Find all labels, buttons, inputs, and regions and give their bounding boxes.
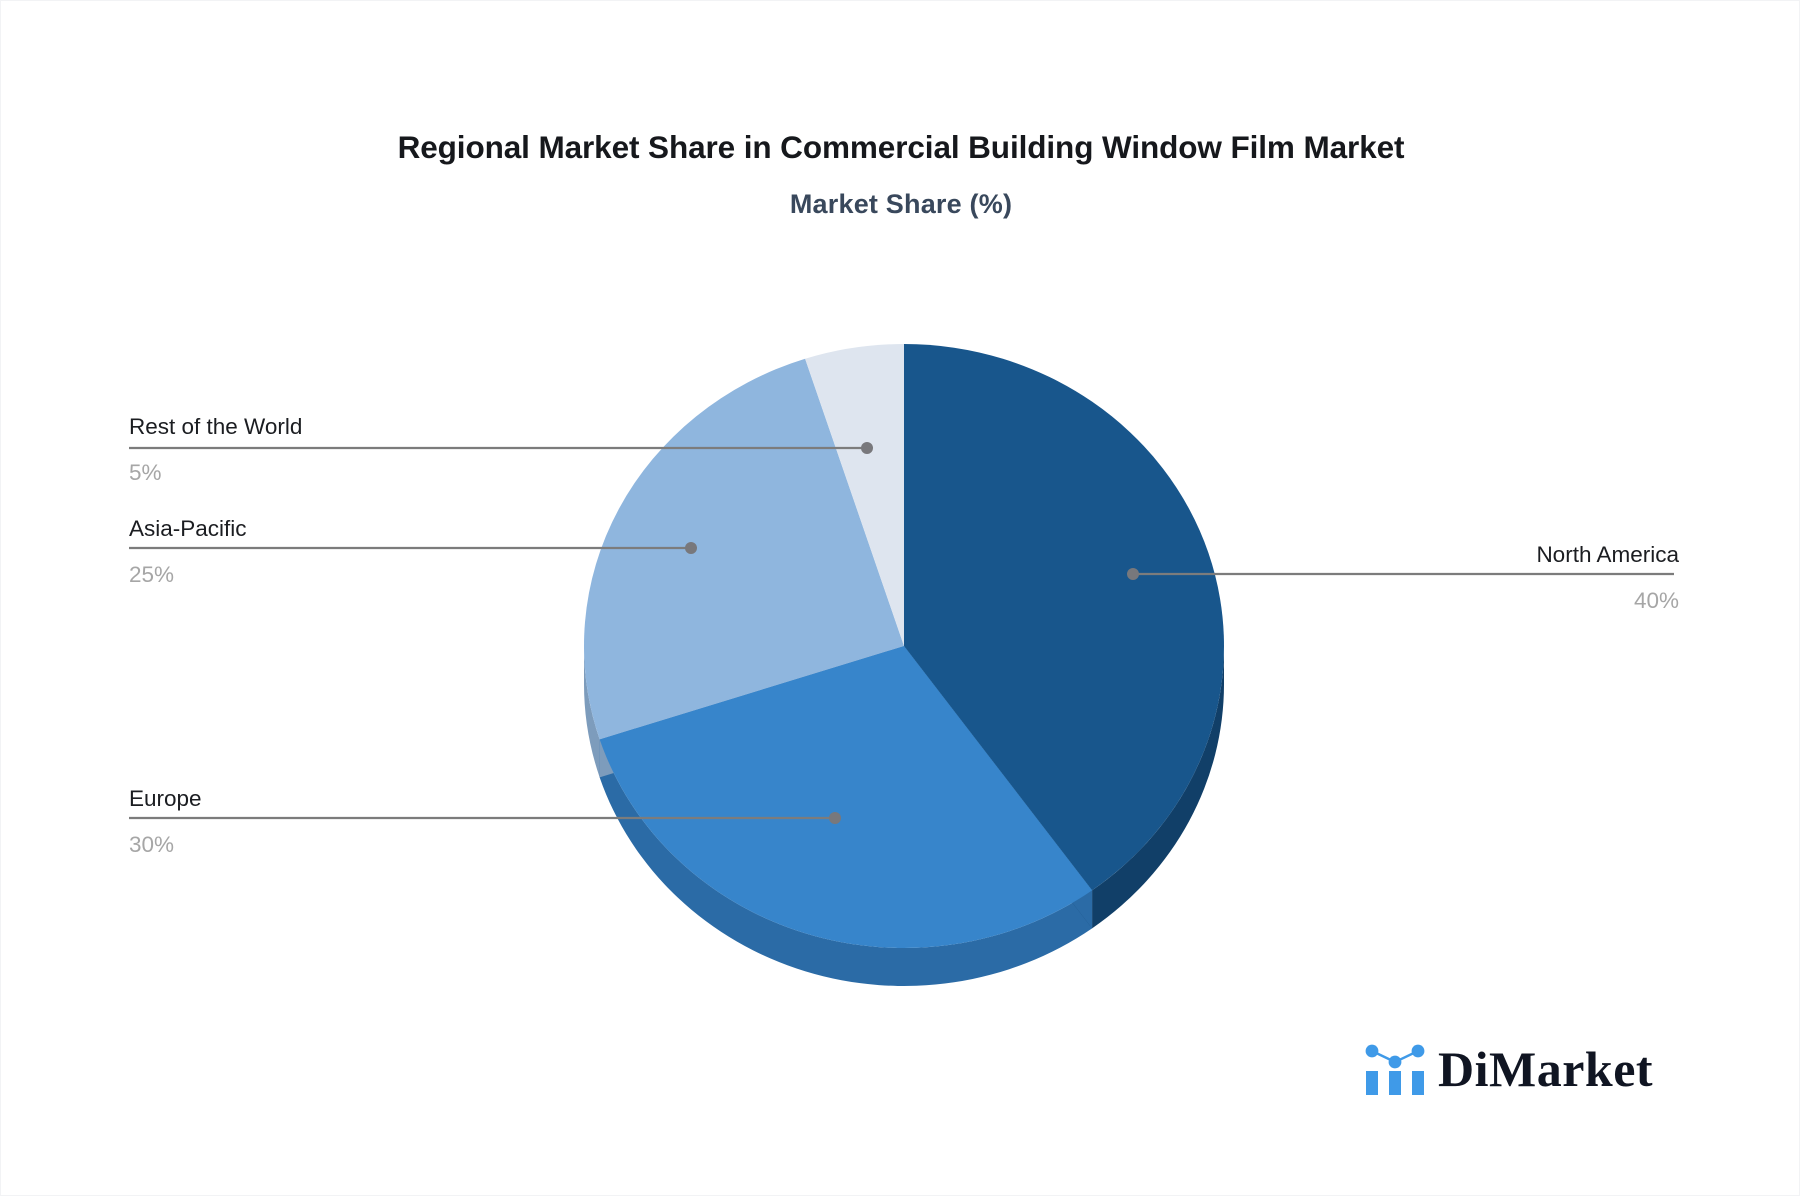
callout-label-rest-of-world: Rest of the World <box>129 414 303 439</box>
callout-label-asia-pacific: Asia-Pacific <box>129 516 247 541</box>
leader-dot-europe <box>829 812 841 824</box>
leader-dot-rest-of-world <box>861 442 873 454</box>
callout-value-rest-of-world: 5% <box>129 459 162 485</box>
leader-lines <box>129 442 1674 824</box>
callout-value-asia-pacific: 25% <box>129 561 175 587</box>
callout-europe: Europe 30% <box>129 786 202 857</box>
pie-side-asia-pacific <box>584 646 600 778</box>
bar-chart-dots-icon <box>1365 1044 1425 1095</box>
callout-rest-of-world: Rest of the World 5% <box>129 414 303 485</box>
pie-slices <box>584 344 1224 948</box>
callout-value-europe: 30% <box>129 831 175 857</box>
callout-label-europe: Europe <box>129 786 202 811</box>
page-title: Regional Market Share in Commercial Buil… <box>397 129 1405 165</box>
pie-slice-asia-pacific[interactable] <box>584 358 904 740</box>
callout-north-america: North America 40% <box>1536 542 1679 613</box>
callout-asia-pacific: Asia-Pacific 25% <box>129 516 247 587</box>
pie-slice-north-america[interactable] <box>904 344 1224 891</box>
leader-dot-asia-pacific <box>685 542 697 554</box>
pie-side-europe <box>599 739 1093 987</box>
chart-subtitle: Market Share (%) <box>789 189 1013 219</box>
leader-dot-north-america <box>1127 568 1139 580</box>
brand-name: DiMarket <box>1438 1041 1654 1097</box>
callout-value-north-america: 40% <box>1633 587 1679 613</box>
pie-slice-europe[interactable] <box>599 646 1093 948</box>
brand-logo: DiMarket <box>1364 1041 1653 1097</box>
pie-side-north-america <box>1092 646 1224 929</box>
callout-label-north-america: North America <box>1536 542 1679 567</box>
pie-slice-rest-of-the-world[interactable] <box>805 344 904 646</box>
